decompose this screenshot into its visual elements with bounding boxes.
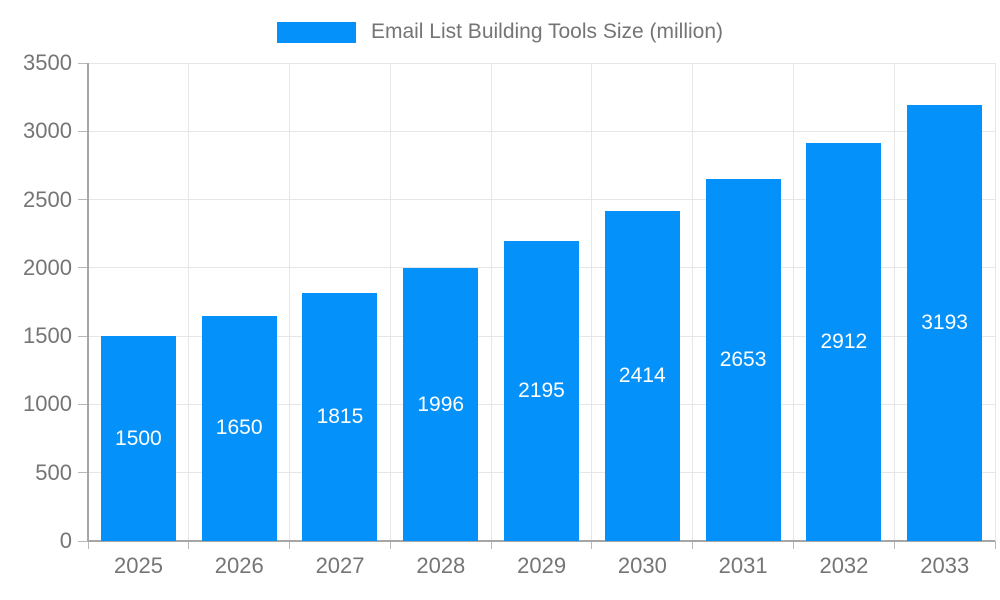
bar-value-label: 3193 <box>921 310 968 334</box>
y-axis-line <box>87 63 89 541</box>
x-axis-line <box>88 540 995 542</box>
x-tick-label: 2028 <box>416 553 466 578</box>
bar-value-label: 1815 <box>316 405 364 429</box>
y-tick-label: 0 <box>59 528 72 553</box>
x-tick-label: 2033 <box>920 553 970 578</box>
x-axis-tick <box>994 541 996 549</box>
bar-value-label: 2912 <box>820 330 868 354</box>
bar-2026[interactable]: 1650 <box>201 315 277 541</box>
gridline-vertical <box>994 63 996 541</box>
bar-value-label: 1650 <box>215 416 263 440</box>
x-tick-label: 2026 <box>214 553 264 578</box>
gridline-vertical <box>591 63 593 541</box>
bar-value-label: 2414 <box>618 364 666 388</box>
bar-2027[interactable]: 1815 <box>302 293 378 541</box>
y-tick-label: 1000 <box>23 391 72 417</box>
x-tick-label: 2030 <box>617 553 667 578</box>
x-tick-label: 2029 <box>517 553 567 578</box>
y-axis-tick <box>78 403 88 405</box>
bar-value-label: 2195 <box>518 379 565 403</box>
gridline-vertical <box>289 63 291 541</box>
y-tick-label: 2000 <box>23 254 72 280</box>
gridline-horizontal <box>88 62 995 64</box>
y-tick-label: 2500 <box>23 186 72 212</box>
plot-area: 0 500 1000 1500 2000 2500 3000 3500 2025 2026 2027… <box>23 51 996 578</box>
x-axis-tick <box>289 541 291 549</box>
bar-2032[interactable]: 2912 <box>806 143 882 541</box>
bar-2029[interactable]: 2195 <box>504 241 579 541</box>
x-tick-label: 2025 <box>114 553 163 578</box>
x-tick-label: 2032 <box>819 553 869 578</box>
y-axis-tick <box>78 199 88 201</box>
x-axis-tick <box>893 541 895 549</box>
gridline-vertical <box>389 63 391 541</box>
bar-2033[interactable]: 3193 <box>907 104 983 541</box>
x-axis-tick <box>692 541 694 549</box>
x-axis-tick <box>389 541 391 549</box>
gridline-horizontal <box>88 199 995 201</box>
legend-swatch-icon <box>276 21 356 43</box>
legend-label: Email List Building Tools Size (million) <box>370 20 724 43</box>
x-axis-tick <box>490 541 492 549</box>
bar-value-label: 2653 <box>719 347 767 371</box>
x-axis-tick <box>792 541 794 549</box>
x-axis-tick <box>87 541 89 549</box>
x-tick-label: 2031 <box>718 553 768 578</box>
y-tick-label: 500 <box>35 459 72 485</box>
x-axis-tick <box>591 541 593 549</box>
gridline-vertical <box>692 63 694 541</box>
y-axis-tick <box>78 540 88 542</box>
y-axis-tick <box>78 335 88 337</box>
y-tick-label: 3500 <box>23 50 72 75</box>
gridline-vertical <box>893 63 895 541</box>
bar-2025[interactable]: 1500 <box>100 336 176 541</box>
bar-value-label: 1996 <box>417 392 465 416</box>
gridline-horizontal <box>88 130 995 132</box>
x-axis-tick <box>188 541 190 549</box>
bar-2030[interactable]: 2414 <box>604 211 680 541</box>
bar-2031[interactable]: 2653 <box>705 178 781 541</box>
y-axis-tick <box>78 62 88 64</box>
bar-2028[interactable]: 1996 <box>403 268 479 541</box>
y-tick-label: 1500 <box>23 323 72 349</box>
gridline-vertical <box>490 63 492 541</box>
y-axis-tick <box>78 472 88 474</box>
y-axis-tick <box>78 267 88 269</box>
y-tick-label: 3000 <box>23 118 72 144</box>
legend-item[interactable]: Email List Building Tools Size (million) <box>0 20 1000 44</box>
gridline-vertical <box>188 63 190 541</box>
bar-value-label: 1500 <box>115 426 162 450</box>
x-tick-label: 2027 <box>315 553 365 578</box>
gridline-vertical <box>792 63 794 541</box>
y-axis-tick <box>78 130 88 132</box>
